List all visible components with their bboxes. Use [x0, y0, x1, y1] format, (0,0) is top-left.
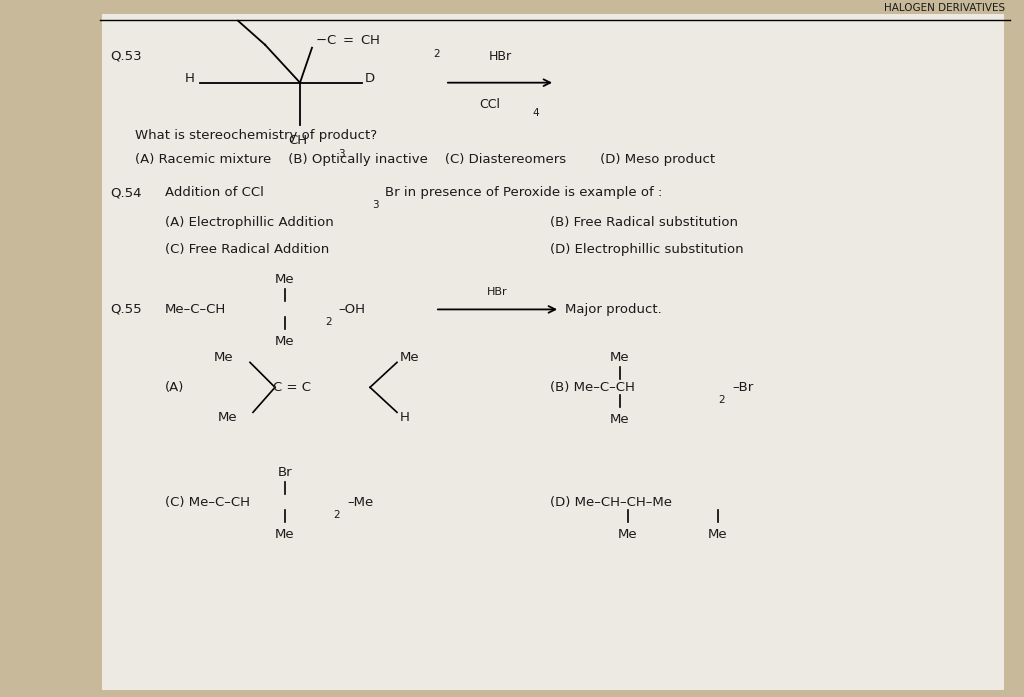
Text: H: H [400, 411, 410, 424]
Text: Me: Me [213, 351, 233, 364]
Text: –Me: –Me [347, 496, 374, 509]
Text: Me–C–CH: Me–C–CH [165, 303, 226, 316]
Text: (A) Racemic mixture    (B) Optically inactive    (C) Diastereomers        (D) Me: (A) Racemic mixture (B) Optically inacti… [135, 153, 715, 166]
Text: Me: Me [709, 528, 728, 541]
Text: 2: 2 [718, 395, 725, 406]
Text: Me: Me [217, 411, 237, 424]
Text: (A): (A) [165, 381, 184, 394]
Text: (A) Electrophillic Addition: (A) Electrophillic Addition [165, 216, 334, 229]
Text: Me: Me [610, 413, 630, 426]
Text: Major product.: Major product. [565, 303, 662, 316]
Text: 2: 2 [325, 317, 332, 328]
Text: HALOGEN DERIVATIVES: HALOGEN DERIVATIVES [884, 3, 1005, 13]
Text: Me: Me [275, 335, 295, 348]
Text: Addition of CCl: Addition of CCl [165, 186, 264, 199]
Text: (D) Me–CH–CH–Me: (D) Me–CH–CH–Me [550, 496, 672, 509]
Text: Br in presence of Peroxide is example of :: Br in presence of Peroxide is example of… [385, 186, 663, 199]
Text: HBr: HBr [488, 49, 512, 63]
Text: (C) Me–C–CH: (C) Me–C–CH [165, 496, 250, 509]
Text: Br: Br [278, 466, 292, 479]
Text: (B) Free Radical substitution: (B) Free Radical substitution [550, 216, 738, 229]
Text: $-$C $=$ CH: $-$C $=$ CH [315, 34, 380, 47]
Text: Me: Me [618, 528, 638, 541]
Text: HBr: HBr [487, 287, 508, 298]
Text: 4: 4 [532, 107, 539, 118]
Text: Me: Me [400, 351, 420, 364]
Text: 2: 2 [333, 510, 340, 520]
Text: Me: Me [610, 351, 630, 364]
Text: Me: Me [275, 528, 295, 541]
Text: Q.53: Q.53 [110, 49, 141, 62]
Text: –Br: –Br [732, 381, 754, 394]
Text: What is stereochemistry of product?: What is stereochemistry of product? [135, 129, 377, 142]
Text: (B) Me–C–CH: (B) Me–C–CH [550, 381, 635, 394]
Text: Q.54: Q.54 [110, 186, 141, 199]
Text: C = C: C = C [273, 381, 311, 394]
Text: Me: Me [275, 273, 295, 286]
Text: 2: 2 [433, 49, 439, 59]
Text: (C) Free Radical Addition: (C) Free Radical Addition [165, 243, 330, 256]
Text: CH: CH [288, 134, 307, 147]
Text: –OH: –OH [338, 303, 365, 316]
Text: (D) Electrophillic substitution: (D) Electrophillic substitution [550, 243, 743, 256]
Text: D: D [365, 72, 375, 85]
Text: H: H [185, 72, 195, 85]
Text: CCl: CCl [479, 98, 501, 111]
Text: Q.55: Q.55 [110, 303, 141, 316]
Text: 3: 3 [338, 148, 345, 159]
Text: 3: 3 [372, 199, 379, 210]
